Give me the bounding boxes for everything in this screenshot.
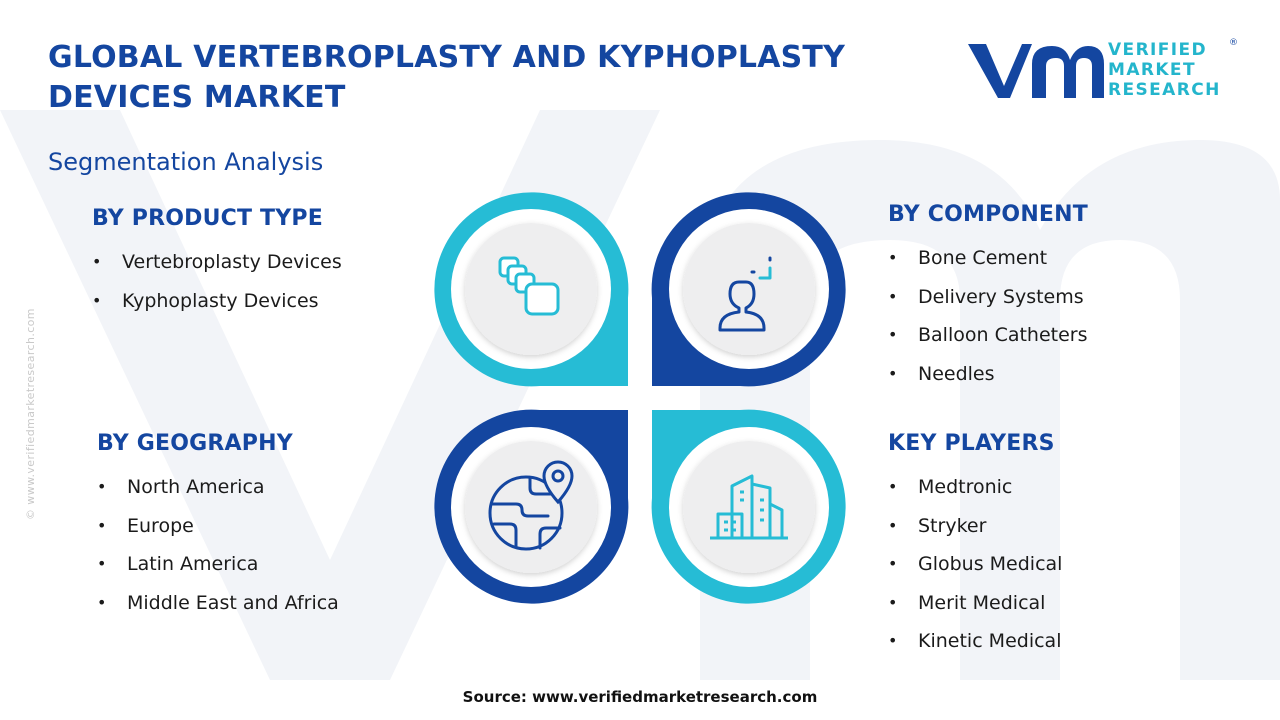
stacked-blocks-icon: [498, 256, 560, 316]
list-item: Kyphoplasty Devices: [92, 282, 342, 321]
list-item: Middle East and Africa: [97, 584, 339, 623]
list-item: Vertebroplasty Devices: [92, 243, 342, 282]
section-subtitle: Segmentation Analysis: [48, 148, 324, 176]
list-item: Kinetic Medical: [888, 622, 1062, 661]
segment-list: Vertebroplasty Devices Kyphoplasty Devic…: [92, 243, 342, 320]
logo-line-market: MARKET: [1108, 60, 1196, 80]
list-item: Latin America: [97, 545, 339, 584]
globe-location-icon: [488, 460, 574, 551]
segment-key-players: KEY PLAYERS Medtronic Stryker Globus Med…: [888, 431, 1062, 661]
city-buildings-icon: [710, 474, 788, 540]
logo-wordmark: VERIFIED MARKET RESEARCH: [1108, 40, 1238, 100]
person-focus-icon: [718, 256, 772, 332]
list-item: Medtronic: [888, 468, 1062, 507]
list-item: Needles: [888, 355, 1088, 394]
list-item: Bone Cement: [888, 239, 1088, 278]
segment-list: North America Europe Latin America Middl…: [97, 468, 339, 622]
petal-bottom-left: [434, 409, 629, 604]
list-item: Globus Medical: [888, 545, 1062, 584]
registered-mark: ®: [1229, 38, 1238, 48]
side-watermark-url: © www.verifiedmarketresearch.com: [24, 308, 37, 520]
segment-product-type: BY PRODUCT TYPE Vertebroplasty Devices K…: [92, 206, 342, 320]
page-title: GLOBAL VERTEBROPLASTY AND KYPHOPLASTY DE…: [48, 40, 846, 115]
list-item: Stryker: [888, 507, 1062, 546]
segment-geography: BY GEOGRAPHY North America Europe Latin …: [97, 431, 339, 622]
segment-heading: KEY PLAYERS: [888, 431, 1055, 456]
logo-line-verified: VERIFIED: [1108, 40, 1208, 60]
segment-list: Bone Cement Delivery Systems Balloon Cat…: [888, 239, 1088, 393]
logo-line-research: RESEARCH: [1108, 80, 1221, 100]
petal-bottom-right: [651, 409, 846, 604]
segment-list: Medtronic Stryker Globus Medical Merit M…: [888, 468, 1062, 661]
brand-logo: VERIFIED MARKET RESEARCH ®: [966, 38, 1238, 104]
petal-top-right: [651, 192, 846, 387]
segment-heading: BY GEOGRAPHY: [97, 431, 293, 456]
list-item: Balloon Catheters: [888, 316, 1088, 355]
segment-heading: BY PRODUCT TYPE: [92, 206, 323, 231]
list-item: North America: [97, 468, 339, 507]
vmr-logo-mark-icon: [968, 44, 1104, 98]
list-item: Europe: [97, 507, 339, 546]
segment-component: BY COMPONENT Bone Cement Delivery System…: [888, 202, 1088, 393]
source-caption: Source: www.verifiedmarketresearch.com: [462, 688, 818, 706]
list-item: Merit Medical: [888, 584, 1062, 623]
segment-heading: BY COMPONENT: [888, 202, 1088, 227]
segmentation-graphic: [434, 192, 846, 604]
list-item: Delivery Systems: [888, 278, 1088, 317]
